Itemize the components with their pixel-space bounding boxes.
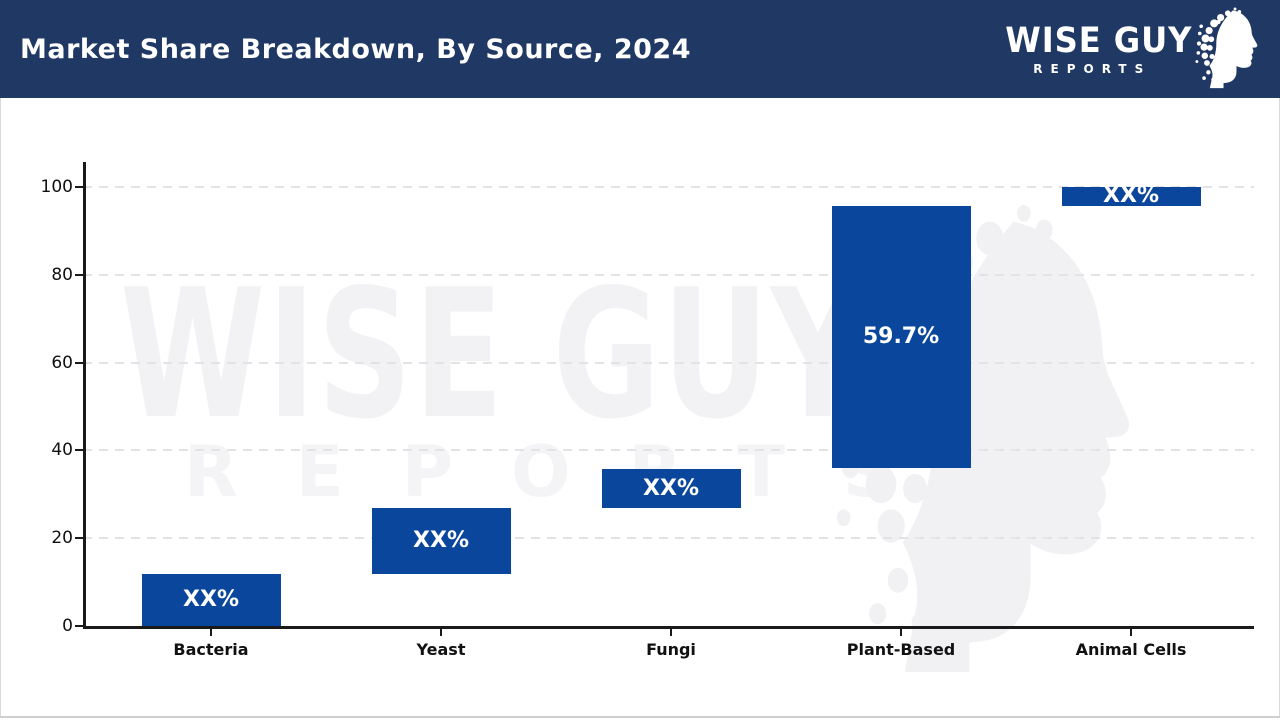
header-bar: Market Share Breakdown, By Source, 2024 … [0, 0, 1280, 98]
y-tick-mark [75, 449, 83, 452]
bar-value-label: XX% [183, 586, 239, 612]
bar-value-label: XX% [643, 475, 699, 501]
gridline-20 [83, 537, 1254, 540]
page-title: Market Share Breakdown, By Source, 2024 [20, 34, 691, 65]
gridline-80 [83, 273, 1254, 276]
y-tick-label: 40 [51, 440, 73, 461]
x-tick-mark [670, 629, 672, 636]
y-axis-spine [83, 162, 86, 629]
y-tick-mark [75, 537, 83, 540]
brand-logo: WISE GUY REPORTS [989, 6, 1266, 94]
x-tick-mark [900, 629, 902, 636]
bar-value-label: 59.7% [862, 323, 940, 349]
waterfall-chart: 0 20 40 60 80 100 XX% Bacteria XX% Yeast XX% Fungi 5… [0, 98, 1280, 718]
brand-subtitle: REPORTS [1033, 62, 1152, 76]
bottom-divider [0, 716, 1280, 718]
bar-yeast [371, 507, 511, 574]
y-tick-mark [75, 186, 83, 188]
y-tick-label: 60 [51, 352, 73, 373]
x-category-label: Plant-Based [846, 640, 956, 659]
bar-fungi [601, 469, 741, 508]
gridline-60 [83, 361, 1254, 364]
x-category-label: Fungi [646, 640, 696, 659]
y-tick-label: 0 [62, 616, 73, 636]
brand-wordmark: WISE GUY REPORTS [989, 21, 1192, 77]
y-tick-mark [75, 361, 83, 364]
x-category-label: Bacteria [173, 640, 249, 659]
y-tick-label: 80 [51, 264, 73, 285]
y-tick-label: 100 [40, 177, 73, 197]
bar-animal-cells [1061, 187, 1201, 206]
gridline-100 [83, 186, 1254, 188]
x-category-label: Animal Cells [1075, 640, 1187, 659]
x-tick-mark [1130, 629, 1132, 636]
y-tick-mark [75, 625, 83, 627]
x-axis-spine [83, 626, 1254, 629]
y-tick-label: 20 [51, 528, 73, 549]
brand-name: WISE GUY [1004, 21, 1192, 61]
bar-value-label: XX% [1103, 183, 1159, 209]
gridline-40 [83, 449, 1254, 452]
x-category-label: Yeast [416, 640, 466, 659]
brand-head-icon [1195, 7, 1258, 89]
bar-bacteria [141, 573, 281, 626]
x-tick-mark [440, 629, 442, 636]
y-tick-mark [75, 273, 83, 276]
bar-value-label: XX% [413, 527, 469, 553]
x-tick-mark [210, 629, 212, 636]
